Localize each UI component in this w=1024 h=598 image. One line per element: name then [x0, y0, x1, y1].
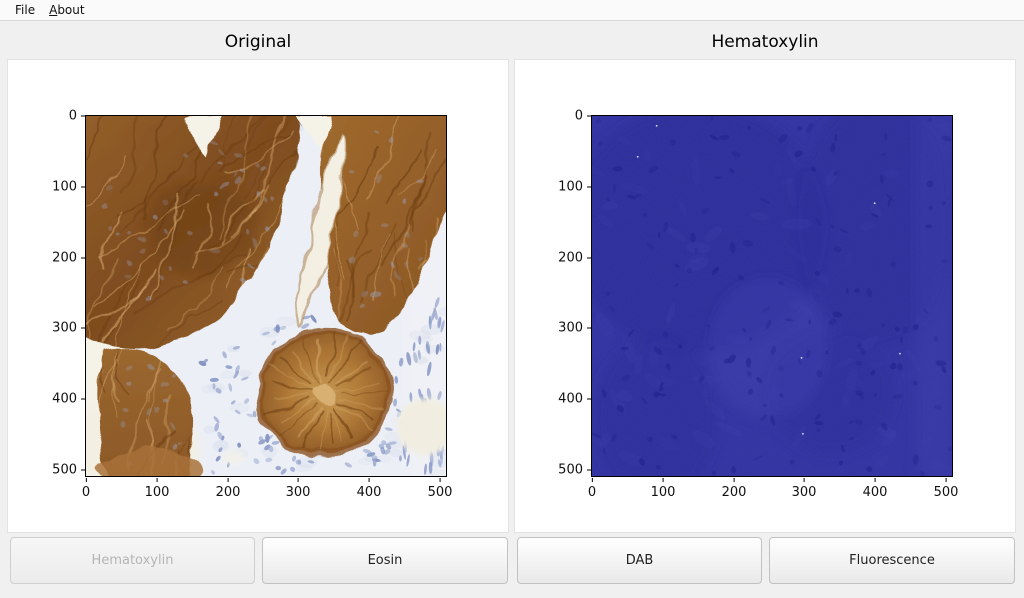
x-tick: 400: [863, 477, 887, 500]
y-tick: 200: [558, 251, 591, 266]
tick-mark: [587, 186, 591, 188]
y-tick: 400: [52, 392, 85, 407]
y-tick: 100: [558, 180, 591, 195]
y-tick: 300: [558, 321, 591, 336]
x-tick: 200: [216, 477, 240, 500]
original-plot: 0 100 200 300 400 500 0 100 200 300 400 …: [52, 109, 452, 501]
tick-mark: [227, 478, 229, 482]
original-image: [86, 116, 446, 476]
menu-item-file[interactable]: File: [15, 3, 36, 17]
menu-item-about[interactable]: About: [49, 3, 85, 17]
tick-mark: [81, 398, 85, 400]
x-tick: 100: [145, 477, 169, 500]
y-tick: 500: [52, 463, 85, 478]
tick-mark: [733, 478, 735, 482]
tick-mark: [156, 478, 158, 482]
y-tick: 100: [52, 180, 85, 195]
tick-mark: [81, 257, 85, 259]
x-tick: 200: [722, 477, 746, 500]
tick-mark: [85, 478, 87, 482]
x-tick: 400: [357, 477, 381, 500]
y-tick: 200: [52, 251, 85, 266]
tick-mark: [587, 327, 591, 329]
tick-mark: [81, 186, 85, 188]
x-tick: 500: [428, 477, 452, 500]
tick-mark: [368, 478, 370, 482]
hematoxylin-image: [592, 116, 952, 476]
tick-mark: [874, 478, 876, 482]
y-tick: 0: [575, 109, 591, 124]
plot-frame: [591, 115, 953, 477]
tick-mark: [591, 478, 593, 482]
tick-mark: [587, 398, 591, 400]
dab-button[interactable]: DAB: [517, 537, 762, 584]
tick-mark: [81, 327, 85, 329]
tick-mark: [803, 478, 805, 482]
tick-mark: [297, 478, 299, 482]
panel-title-original: Original: [224, 32, 292, 52]
y-tick: 400: [558, 392, 591, 407]
x-tick: 300: [792, 477, 816, 500]
panel-title-hematoxylin: Hematoxylin: [711, 32, 819, 52]
x-tick: 0: [588, 477, 596, 500]
fluorescence-button[interactable]: Fluorescence: [769, 537, 1015, 584]
x-tick: 300: [286, 477, 310, 500]
plot-frame: [85, 115, 447, 477]
tick-mark: [587, 469, 591, 471]
x-tick: 0: [82, 477, 90, 500]
tick-mark: [439, 478, 441, 482]
tick-mark: [587, 115, 591, 117]
original-panel-card: 0 100 200 300 400 500 0 100 200 300 400 …: [8, 60, 508, 532]
y-tick: 0: [69, 109, 85, 124]
tick-mark: [945, 478, 947, 482]
eosin-button[interactable]: Eosin: [262, 537, 508, 584]
hematoxylin-button[interactable]: Hematoxylin: [10, 537, 255, 584]
hematoxylin-plot: 0 100 200 300 400 500 0 100 200 300 400 …: [558, 109, 958, 501]
tick-mark: [662, 478, 664, 482]
y-tick: 500: [558, 463, 591, 478]
x-tick: 500: [934, 477, 958, 500]
tick-mark: [81, 469, 85, 471]
tick-mark: [587, 257, 591, 259]
hematoxylin-panel-card: 0 100 200 300 400 500 0 100 200 300 400 …: [515, 60, 1015, 532]
x-tick: 100: [651, 477, 675, 500]
y-tick: 300: [52, 321, 85, 336]
tick-mark: [81, 115, 85, 117]
menu-bar: File About: [0, 0, 1024, 21]
